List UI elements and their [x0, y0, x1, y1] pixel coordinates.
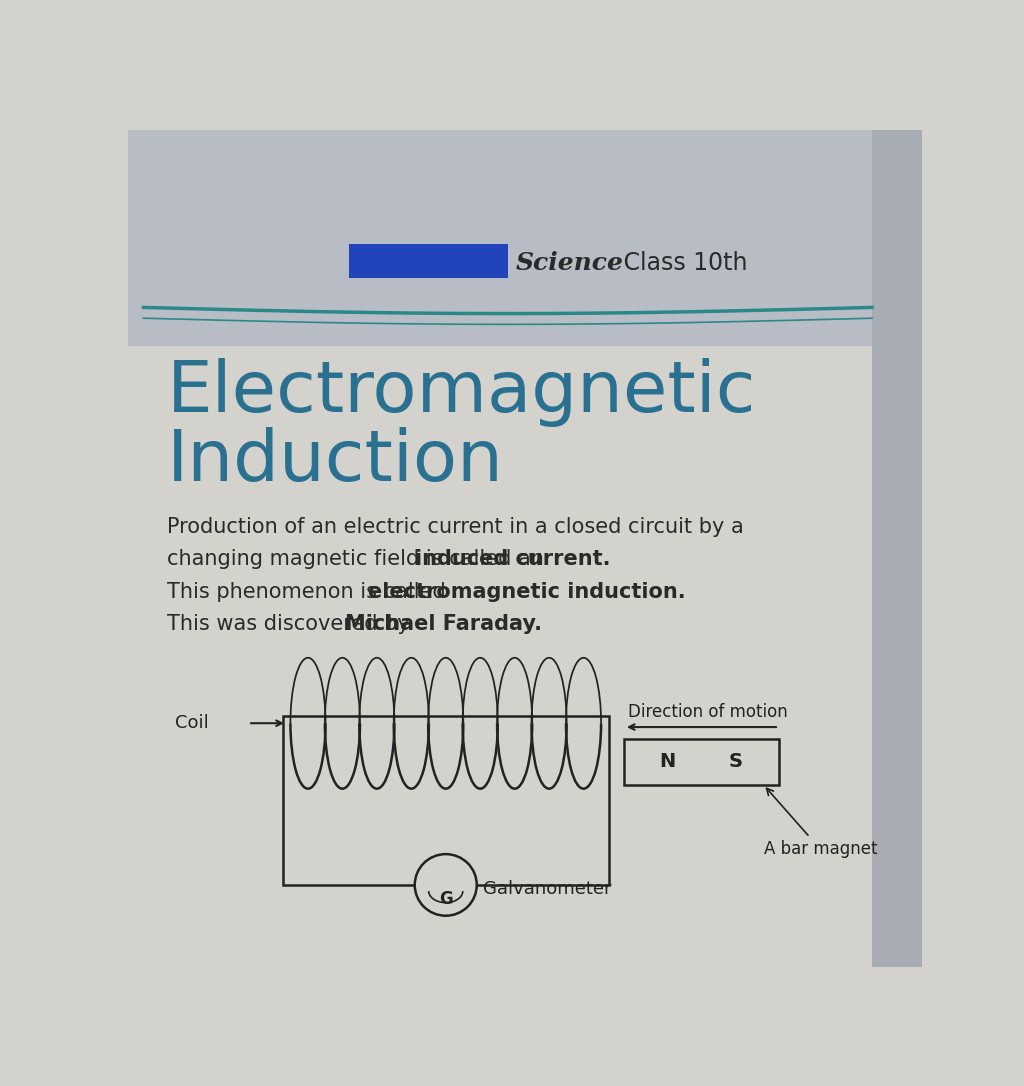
- Text: Class 10th: Class 10th: [616, 251, 748, 275]
- Text: Galvanometer: Galvanometer: [483, 880, 611, 898]
- Text: Coil: Coil: [174, 715, 208, 732]
- Text: This was discovered by: This was discovered by: [167, 614, 416, 634]
- Text: S: S: [729, 753, 742, 771]
- FancyBboxPatch shape: [128, 130, 922, 346]
- Text: changing magnetic field is called an: changing magnetic field is called an: [167, 550, 550, 569]
- Text: G: G: [439, 889, 453, 908]
- FancyBboxPatch shape: [872, 130, 922, 967]
- FancyBboxPatch shape: [349, 244, 508, 278]
- Text: Direction of motion: Direction of motion: [628, 703, 787, 721]
- Text: Induction: Induction: [167, 427, 504, 496]
- Text: induced current.: induced current.: [415, 550, 610, 569]
- Text: A bar magnet: A bar magnet: [764, 788, 877, 858]
- Text: Electromagnetic: Electromagnetic: [167, 357, 757, 427]
- Text: Michael Faraday.: Michael Faraday.: [345, 614, 542, 634]
- Text: electromagnetic induction.: electromagnetic induction.: [369, 581, 686, 602]
- Text: Science: Science: [515, 251, 624, 275]
- Text: This phenomenon is called: This phenomenon is called: [167, 581, 453, 602]
- Text: N: N: [659, 753, 676, 771]
- Circle shape: [415, 854, 477, 915]
- Text: Production of an electric current in a closed circuit by a: Production of an electric current in a c…: [167, 517, 743, 536]
